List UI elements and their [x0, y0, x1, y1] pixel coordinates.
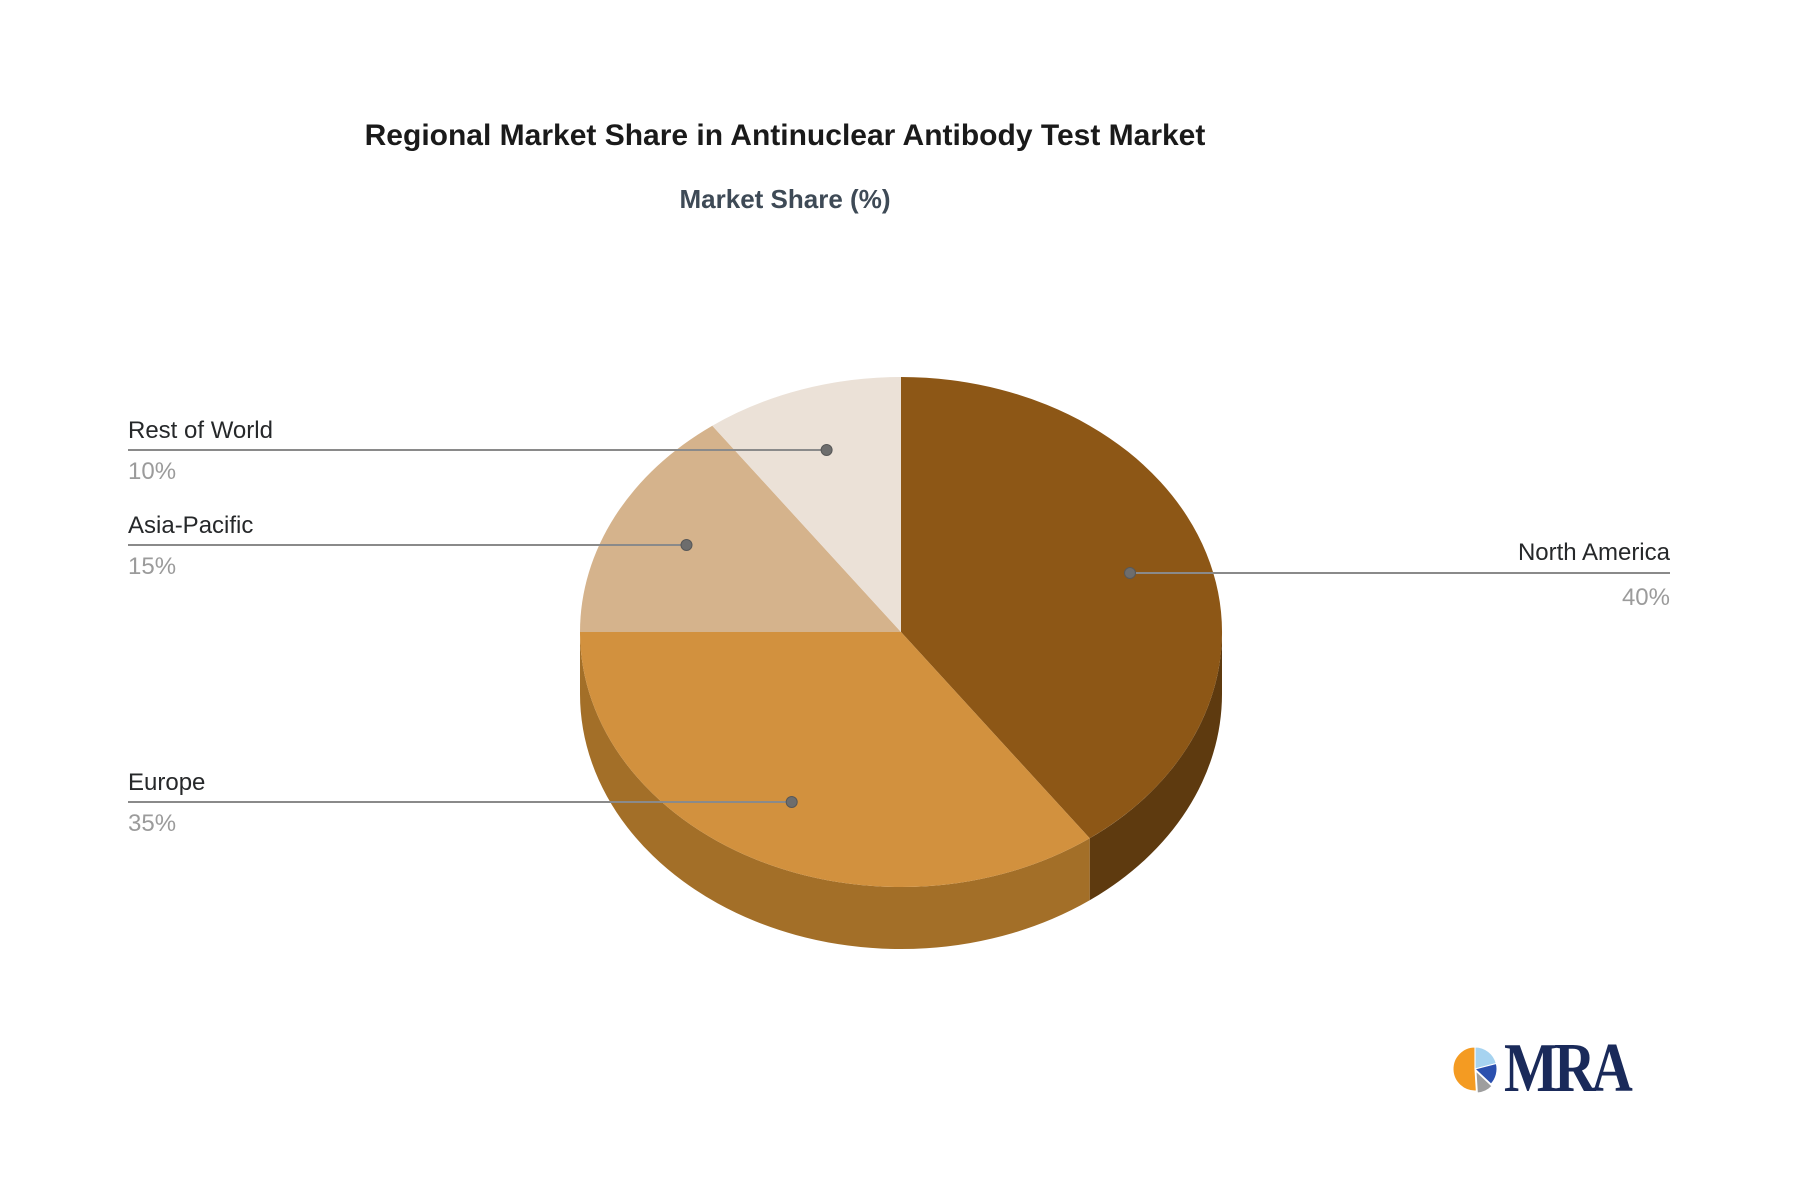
logo-slice-orange — [1452, 1046, 1477, 1092]
leader-dot-north-america — [1124, 567, 1136, 579]
leader-dot-asia-pacific — [680, 539, 693, 551]
slice-label-name-rest-of-world: Rest of World — [128, 417, 273, 444]
pie-slice-north-america — [901, 377, 1223, 839]
logo-slice-gray — [1475, 1070, 1493, 1094]
slice-label-name-north-america: North America — [1517, 539, 1670, 566]
pie-slice-asia-pacific — [580, 425, 901, 632]
chart-subtitle: Market Share (%) — [679, 184, 891, 214]
pie-slice-europe — [579, 632, 1090, 888]
slice-label-value-europe: 35% — [128, 810, 177, 837]
slice-label-name-asia-pacific: Asia-Pacific — [128, 512, 254, 539]
slice-label-value-north-america: 40% — [1621, 584, 1670, 611]
logo-pie-icon — [1452, 1046, 1498, 1094]
logo-text: MRA — [1504, 1030, 1633, 1107]
slice-label-value-rest-of-world: 10% — [128, 458, 177, 485]
pie-side-north-america — [1089, 632, 1222, 901]
leader-dot-rest-of-world — [820, 444, 833, 456]
slice-label-value-asia-pacific: 15% — [128, 553, 177, 580]
leader-dot-europe — [785, 796, 798, 808]
brand-logo: MRA — [1449, 1030, 1656, 1107]
pie-slice-rest-of-world — [712, 377, 901, 632]
slice-label-name-europe: Europe — [128, 769, 206, 796]
logo-slice-royal-blue — [1474, 1062, 1498, 1085]
chart-title: Regional Market Share in Antinuclear Ant… — [364, 119, 1206, 152]
pie-side-europe — [579, 632, 1090, 950]
